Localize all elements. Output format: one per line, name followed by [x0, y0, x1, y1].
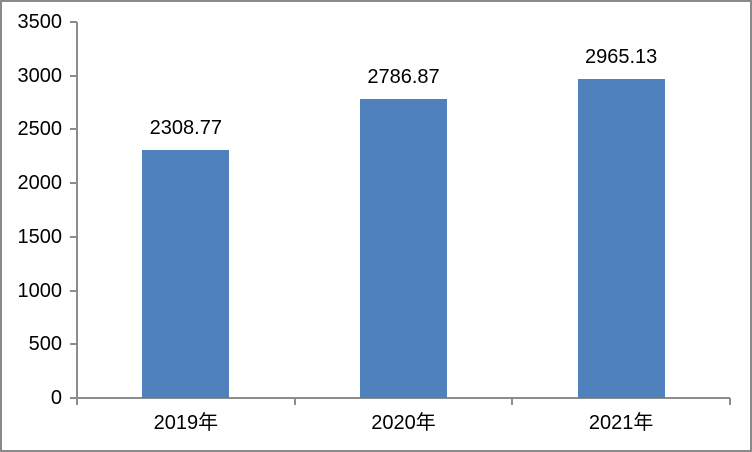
y-axis-tick-label: 2000 — [17, 172, 63, 195]
y-axis-line — [76, 22, 78, 398]
x-axis-line — [76, 397, 730, 399]
bar-value-label: 2308.77 — [149, 116, 222, 139]
x-axis-tick-mark — [729, 398, 731, 405]
y-axis-tick-mark — [70, 289, 77, 292]
x-axis-category-label: 2020年 — [371, 412, 436, 434]
y-axis-tick-label: 0 — [50, 387, 62, 409]
x-axis-tick-mark — [511, 398, 514, 405]
bar-2020 — [360, 98, 447, 398]
y-axis-tick-mark — [70, 128, 77, 131]
bar-2021 — [577, 79, 665, 398]
y-axis-tick-mark — [70, 235, 77, 238]
y-axis-tick-label: 3500 — [17, 11, 63, 33]
x-axis-tick-mark — [293, 398, 296, 405]
y-axis-tick-mark — [70, 182, 77, 185]
y-axis-tick-mark — [70, 397, 77, 399]
y-axis-tick-mark — [70, 343, 77, 346]
x-axis-category-label: 2019年 — [153, 412, 219, 434]
bar-value-label: 2965.13 — [585, 46, 658, 69]
y-axis-tick-label: 3000 — [17, 64, 63, 87]
y-axis-tick-label: 500 — [28, 333, 62, 356]
x-axis-category-label: 2021年 — [588, 412, 654, 434]
x-axis-tick-mark — [76, 398, 78, 405]
y-axis-tick-label: 1000 — [17, 279, 63, 302]
y-axis-tick-label: 2500 — [17, 118, 63, 141]
bar-2019 — [142, 149, 230, 398]
bar-value-label: 2786.87 — [367, 65, 440, 88]
y-axis-tick-mark — [70, 21, 77, 23]
y-axis-tick-mark — [70, 74, 77, 77]
y-axis-tick-label: 1500 — [17, 225, 63, 248]
